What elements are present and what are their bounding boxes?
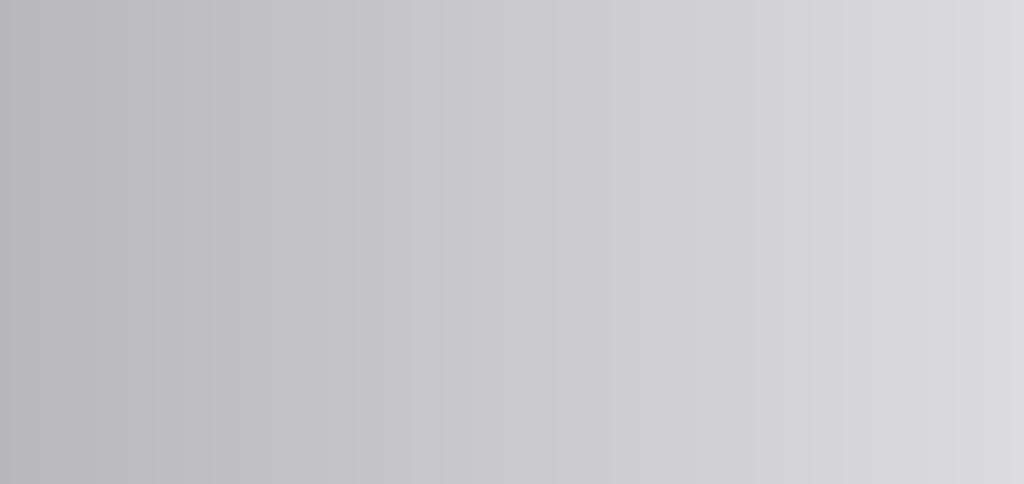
Text: (3): (3) bbox=[221, 373, 264, 402]
Text: [−2, −1]: [−2, −1] bbox=[271, 296, 404, 325]
Text: Not defined: Not defined bbox=[628, 373, 806, 402]
Text: The domain of the function: The domain of the function bbox=[209, 89, 623, 118]
Text: (4): (4) bbox=[578, 373, 621, 402]
Text: (2): (2) bbox=[578, 296, 621, 325]
Text: [−2, −1] ∪ [1, 2]: [−2, −1] ∪ [1, 2] bbox=[271, 373, 528, 402]
Text: [1, 2]: [1, 2] bbox=[628, 296, 710, 325]
Text: $f(x) = \sin^{-1}\!\left(\log_2\!\left(\dfrac{x^2}{2}\right)\right)$  is: $f(x) = \sin^{-1}\!\left(\log_2\!\left(\… bbox=[322, 181, 809, 263]
Text: 1.: 1. bbox=[171, 89, 200, 118]
Text: (1): (1) bbox=[221, 296, 264, 325]
